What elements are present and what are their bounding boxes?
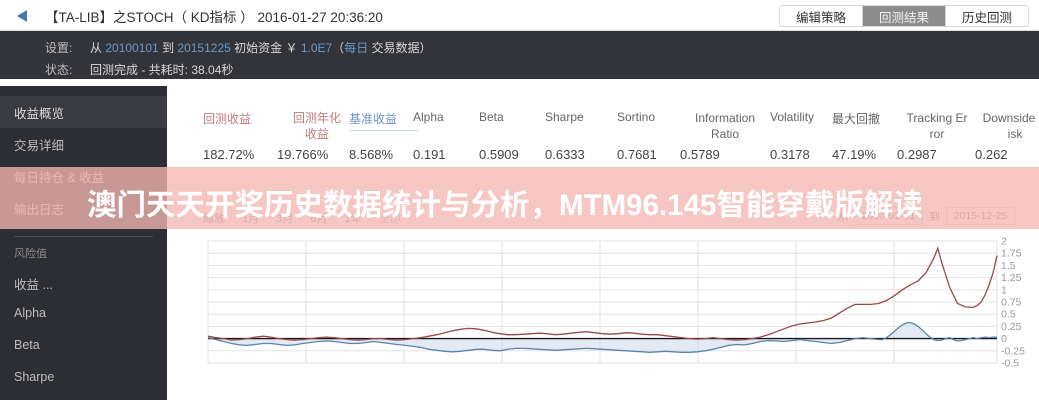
svg-text:1: 1 <box>1001 284 1007 296</box>
svg-text:1.25: 1.25 <box>1001 272 1022 284</box>
svg-text:-0.25: -0.25 <box>1001 345 1025 357</box>
svg-text:0: 0 <box>1001 333 1007 345</box>
svg-text:0.75: 0.75 <box>1001 297 1022 309</box>
svg-text:1.75: 1.75 <box>1001 248 1022 260</box>
svg-text:0.25: 0.25 <box>1001 321 1022 333</box>
svg-text:2: 2 <box>1001 236 1007 248</box>
svg-text:0.5: 0.5 <box>1001 309 1016 321</box>
svg-text:1.5: 1.5 <box>1001 260 1016 272</box>
svg-text:-0.5: -0.5 <box>1001 358 1019 370</box>
